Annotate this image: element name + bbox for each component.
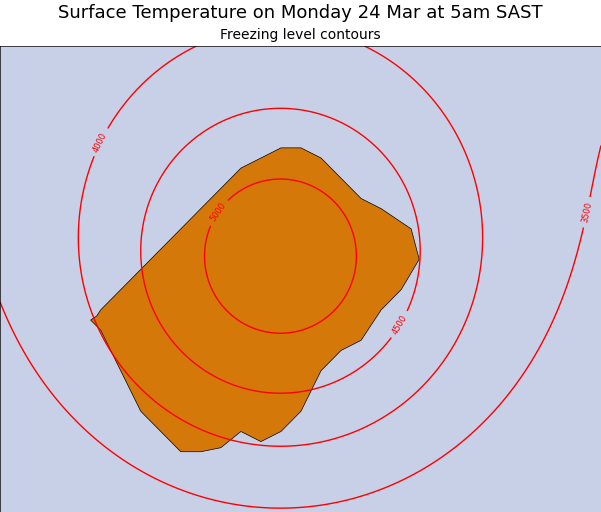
Text: Freezing level contours: Freezing level contours [220,28,381,41]
Text: 4000: 4000 [92,131,109,154]
Text: 5000: 5000 [209,201,228,224]
Text: Surface Temperature on Monday 24 Mar at 5am SAST: Surface Temperature on Monday 24 Mar at … [58,4,543,22]
Text: 3500: 3500 [580,201,593,224]
Text: 4500: 4500 [391,313,409,336]
